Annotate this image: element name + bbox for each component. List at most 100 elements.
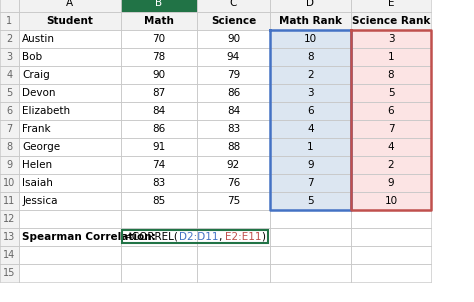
Bar xyxy=(197,174,270,192)
Bar xyxy=(121,48,197,66)
Bar xyxy=(0,102,19,120)
Bar xyxy=(270,66,351,84)
Bar xyxy=(197,138,270,156)
Bar xyxy=(121,264,197,281)
Bar xyxy=(270,120,351,138)
Bar xyxy=(270,156,351,174)
Bar xyxy=(121,84,197,102)
Text: 6: 6 xyxy=(388,106,394,116)
Bar xyxy=(121,210,197,228)
Bar xyxy=(270,246,351,264)
Text: 2: 2 xyxy=(307,70,314,80)
Bar xyxy=(351,246,431,264)
Bar xyxy=(270,138,351,156)
Text: 4: 4 xyxy=(307,124,314,134)
Bar xyxy=(0,48,19,66)
Text: 6: 6 xyxy=(307,106,314,116)
Bar xyxy=(351,66,431,84)
Text: Isaiah: Isaiah xyxy=(22,178,53,188)
Text: B: B xyxy=(155,0,163,8)
Text: 86: 86 xyxy=(227,88,240,98)
Bar xyxy=(121,66,197,84)
Text: 70: 70 xyxy=(152,34,165,44)
Text: Science Rank: Science Rank xyxy=(352,16,430,26)
Bar xyxy=(0,192,19,210)
Text: 85: 85 xyxy=(152,196,165,206)
Bar xyxy=(19,264,121,281)
Bar xyxy=(197,156,270,174)
Bar xyxy=(121,12,197,30)
Text: 9: 9 xyxy=(307,160,314,170)
Bar xyxy=(197,120,270,138)
Bar xyxy=(270,84,351,102)
Text: Science: Science xyxy=(211,16,256,26)
Text: Math Rank: Math Rank xyxy=(279,16,342,26)
Text: 90: 90 xyxy=(152,70,165,80)
Text: 8: 8 xyxy=(388,70,394,80)
Bar xyxy=(351,12,431,30)
Text: 5: 5 xyxy=(307,196,314,206)
Bar xyxy=(19,30,121,48)
Text: A: A xyxy=(66,0,73,8)
Text: 79: 79 xyxy=(227,70,240,80)
Bar xyxy=(197,84,270,102)
Bar xyxy=(19,174,121,192)
Text: 11: 11 xyxy=(3,196,16,206)
Text: 4: 4 xyxy=(7,70,12,80)
Bar xyxy=(270,102,351,120)
Text: E2:E11: E2:E11 xyxy=(225,232,262,242)
Text: 3: 3 xyxy=(7,52,12,62)
Bar xyxy=(351,0,431,12)
Bar xyxy=(121,138,197,156)
Text: 2: 2 xyxy=(388,160,394,170)
Text: 14: 14 xyxy=(3,250,16,260)
Bar xyxy=(197,30,270,48)
Text: 15: 15 xyxy=(3,268,16,278)
Text: 86: 86 xyxy=(152,124,165,134)
Text: 75: 75 xyxy=(227,196,240,206)
Bar xyxy=(197,246,270,264)
Text: Helen: Helen xyxy=(22,160,53,170)
Bar xyxy=(0,66,19,84)
Bar xyxy=(0,120,19,138)
Bar xyxy=(19,0,121,12)
Bar xyxy=(351,210,431,228)
Text: =CORREL(: =CORREL( xyxy=(124,232,179,242)
Bar xyxy=(351,264,431,281)
Bar xyxy=(351,174,431,192)
Bar xyxy=(0,228,19,246)
Text: 6: 6 xyxy=(7,106,12,116)
Bar xyxy=(19,192,121,210)
Text: 5: 5 xyxy=(388,88,394,98)
Text: Spearman Correlation:: Spearman Correlation: xyxy=(22,232,156,242)
Bar xyxy=(0,264,19,281)
Bar xyxy=(351,156,431,174)
Text: C: C xyxy=(230,0,237,8)
Bar xyxy=(351,102,431,120)
Text: Frank: Frank xyxy=(22,124,51,134)
Bar xyxy=(0,0,19,12)
Text: 84: 84 xyxy=(152,106,165,116)
Text: 12: 12 xyxy=(3,214,16,224)
Text: 94: 94 xyxy=(227,52,240,62)
Bar xyxy=(0,174,19,192)
Bar xyxy=(0,12,19,30)
Bar xyxy=(270,210,351,228)
Bar xyxy=(270,174,351,192)
Text: 74: 74 xyxy=(152,160,165,170)
Text: 4: 4 xyxy=(388,142,394,152)
Bar xyxy=(197,102,270,120)
Bar xyxy=(19,156,121,174)
Text: E: E xyxy=(388,0,394,8)
Bar xyxy=(197,0,270,12)
Bar xyxy=(19,84,121,102)
Bar xyxy=(351,138,431,156)
Bar xyxy=(19,246,121,264)
Text: 92: 92 xyxy=(227,160,240,170)
Bar xyxy=(19,210,121,228)
Text: Austin: Austin xyxy=(22,34,55,44)
Text: 1: 1 xyxy=(388,52,394,62)
Bar xyxy=(0,246,19,264)
Text: 8: 8 xyxy=(307,52,314,62)
Bar xyxy=(270,48,351,66)
